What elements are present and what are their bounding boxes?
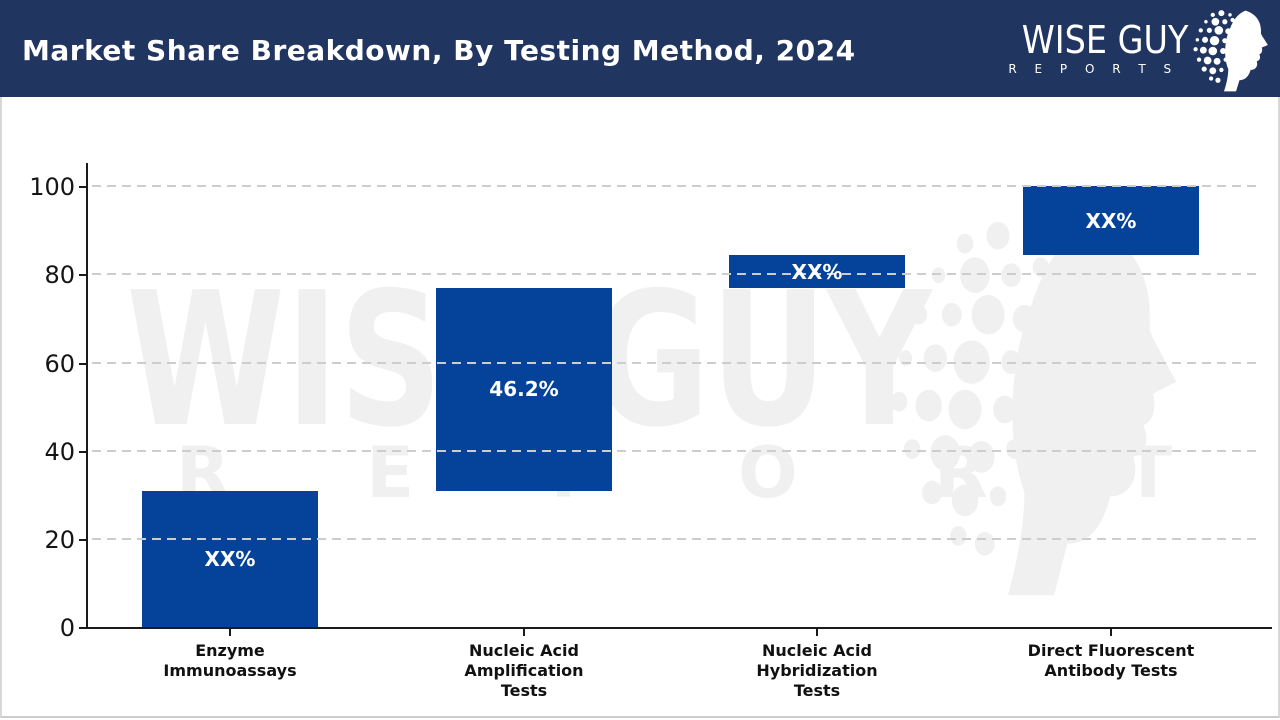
bar-value-label: 46.2%: [489, 377, 559, 402]
bar-segment: [1023, 186, 1199, 255]
x-tick: [816, 629, 818, 636]
x-tick: [229, 629, 231, 636]
y-tick-label: 100: [29, 173, 75, 202]
y-tick: [79, 450, 86, 453]
y-tick-label: 80: [44, 261, 75, 290]
x-category-label: Nucleic Acid Amplification Tests: [464, 641, 584, 700]
chart-title: Market Share Breakdown, By Testing Metho…: [22, 34, 856, 67]
y-gridline: [92, 273, 1262, 276]
y-gridline: [92, 361, 1262, 364]
bar-segment: [436, 287, 612, 492]
bar-segment: [142, 491, 318, 627]
bar-segment: [729, 255, 905, 289]
x-axis: [86, 627, 1272, 629]
y-gridline: [92, 185, 1262, 188]
x-category-label: Enzyme Immunoassays: [163, 641, 297, 680]
y-tick: [79, 362, 86, 365]
brand-logo: WISE GUY R E P O R T S: [1008, 4, 1274, 94]
y-gridline: [92, 537, 1262, 540]
y-tick: [79, 538, 86, 541]
brand-head-icon: [1186, 8, 1274, 94]
y-tick-label: 0: [59, 614, 75, 642]
x-tick: [523, 629, 525, 636]
y-tick: [79, 627, 86, 629]
bar-value-label: XX%: [204, 547, 256, 572]
y-gridline: [92, 449, 1262, 452]
y-tick-label: 40: [44, 437, 75, 466]
bar-value-label: XX%: [791, 259, 843, 284]
y-tick: [79, 186, 86, 189]
x-category-label: Direct Fluorescent Antibody Tests: [1027, 641, 1195, 680]
y-tick: [79, 274, 86, 277]
watermark-head-icon: [866, 212, 1196, 607]
brand-subname: R E P O R T S: [1008, 62, 1179, 76]
x-category-label: Nucleic Acid Hybridization Tests: [756, 641, 878, 700]
y-tick-label: 20: [44, 525, 75, 554]
slide-border: [0, 97, 1280, 718]
brand-wordmark: WISE GUY R E P O R T S: [999, 20, 1188, 76]
y-tick-label: 60: [44, 349, 75, 378]
y-axis: [86, 163, 88, 629]
brand-name: WISE GUY: [1021, 18, 1188, 62]
bar-value-label: XX%: [1085, 208, 1137, 233]
header-bar: Market Share Breakdown, By Testing Metho…: [0, 0, 1280, 97]
x-tick: [1110, 629, 1112, 636]
